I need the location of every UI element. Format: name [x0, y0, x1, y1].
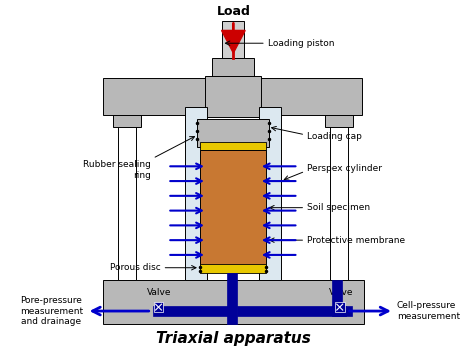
Bar: [330, 117, 347, 279]
Bar: [335, 302, 345, 312]
Bar: [154, 302, 164, 312]
Bar: [205, 76, 261, 117]
Text: Porous disc: Porous disc: [110, 263, 161, 272]
Text: Rubber sealing
ring: Rubber sealing ring: [83, 160, 151, 180]
Text: Loading piston: Loading piston: [268, 39, 334, 48]
Bar: [200, 264, 266, 273]
Text: Cell-pressure
measurement: Cell-pressure measurement: [397, 301, 460, 321]
Bar: [200, 142, 266, 149]
Bar: [221, 21, 244, 58]
Bar: [259, 107, 281, 279]
Bar: [113, 115, 141, 127]
Text: Load: Load: [217, 5, 250, 18]
Text: Loading cap: Loading cap: [307, 132, 362, 141]
Bar: [153, 306, 228, 316]
Bar: [103, 279, 365, 324]
Text: Protective membrane: Protective membrane: [307, 236, 405, 245]
Bar: [200, 149, 266, 265]
Bar: [237, 306, 346, 316]
Bar: [197, 119, 269, 147]
Bar: [228, 273, 237, 324]
Text: Perspex cylinder: Perspex cylinder: [307, 164, 382, 173]
Bar: [103, 78, 362, 115]
Text: Soil specimen: Soil specimen: [307, 203, 370, 212]
Bar: [325, 115, 353, 127]
Bar: [332, 279, 342, 311]
Bar: [118, 117, 136, 279]
Text: Valve: Valve: [147, 288, 172, 297]
Polygon shape: [221, 31, 245, 53]
Text: Pore-pressure
measurement
and drainage: Pore-pressure measurement and drainage: [20, 296, 84, 326]
Bar: [185, 107, 207, 279]
Bar: [332, 306, 352, 316]
Text: Triaxial apparatus: Triaxial apparatus: [156, 331, 311, 345]
Bar: [212, 58, 254, 78]
Text: Valve: Valve: [328, 288, 353, 297]
